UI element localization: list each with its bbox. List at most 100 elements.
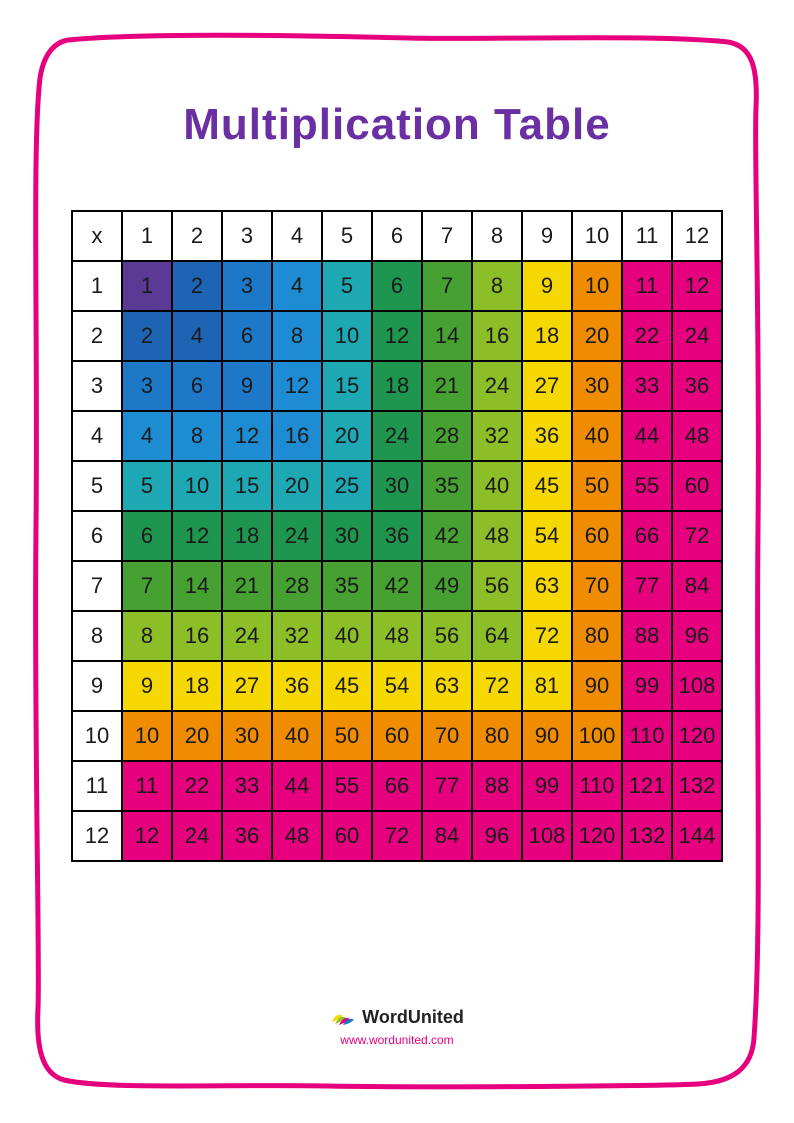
value-cell: 40 [472, 461, 522, 511]
value-cell: 20 [322, 411, 372, 461]
value-cell: 4 [172, 311, 222, 361]
value-cell: 35 [322, 561, 372, 611]
value-cell: 18 [172, 661, 222, 711]
value-cell: 36 [372, 511, 422, 561]
value-cell: 8 [472, 261, 522, 311]
page-title: Multiplication Table [183, 100, 610, 150]
value-cell: 33 [622, 361, 672, 411]
value-cell: 4 [272, 261, 322, 311]
value-cell: 120 [572, 811, 622, 861]
value-cell: 24 [672, 311, 722, 361]
value-cell: 15 [222, 461, 272, 511]
header-cell: 2 [72, 311, 122, 361]
value-cell: 9 [222, 361, 272, 411]
value-cell: 25 [322, 461, 372, 511]
value-cell: 132 [672, 761, 722, 811]
value-cell: 48 [672, 411, 722, 461]
value-cell: 72 [522, 611, 572, 661]
value-cell: 66 [622, 511, 672, 561]
value-cell: 90 [572, 661, 622, 711]
value-cell: 80 [472, 711, 522, 761]
value-cell: 99 [622, 661, 672, 711]
value-cell: 8 [272, 311, 322, 361]
value-cell: 6 [372, 261, 422, 311]
value-cell: 99 [522, 761, 572, 811]
value-cell: 36 [522, 411, 572, 461]
value-cell: 12 [272, 361, 322, 411]
header-cell: 11 [622, 211, 672, 261]
value-cell: 40 [322, 611, 372, 661]
value-cell: 35 [422, 461, 472, 511]
value-cell: 63 [522, 561, 572, 611]
value-cell: 9 [522, 261, 572, 311]
value-cell: 9 [122, 661, 172, 711]
value-cell: 28 [272, 561, 322, 611]
value-cell: 36 [222, 811, 272, 861]
header-cell: 12 [72, 811, 122, 861]
header-cell: 1 [122, 211, 172, 261]
value-cell: 18 [372, 361, 422, 411]
value-cell: 15 [322, 361, 372, 411]
value-cell: 5 [122, 461, 172, 511]
value-cell: 48 [372, 611, 422, 661]
header-cell: 9 [72, 661, 122, 711]
value-cell: 24 [472, 361, 522, 411]
value-cell: 88 [622, 611, 672, 661]
value-cell: 16 [172, 611, 222, 661]
brand-url: www.wordunited.com [60, 1033, 734, 1047]
value-cell: 54 [372, 661, 422, 711]
value-cell: 4 [122, 411, 172, 461]
value-cell: 120 [672, 711, 722, 761]
value-cell: 42 [422, 511, 472, 561]
header-cell: 1 [72, 261, 122, 311]
value-cell: 60 [672, 461, 722, 511]
value-cell: 8 [172, 411, 222, 461]
footer: WordUnited www.wordunited.com [60, 1007, 734, 1048]
value-cell: 2 [172, 261, 222, 311]
header-cell: 4 [72, 411, 122, 461]
multiplication-grid: x123456789101112112345678910111222468101… [71, 210, 723, 862]
value-cell: 121 [622, 761, 672, 811]
value-cell: 70 [572, 561, 622, 611]
value-cell: 45 [522, 461, 572, 511]
value-cell: 48 [272, 811, 322, 861]
value-cell: 64 [472, 611, 522, 661]
value-cell: 18 [522, 311, 572, 361]
value-cell: 84 [672, 561, 722, 611]
header-cell: 5 [72, 461, 122, 511]
value-cell: 28 [422, 411, 472, 461]
value-cell: 60 [372, 711, 422, 761]
value-cell: 16 [272, 411, 322, 461]
value-cell: 14 [422, 311, 472, 361]
value-cell: 80 [572, 611, 622, 661]
value-cell: 20 [172, 711, 222, 761]
value-cell: 63 [422, 661, 472, 711]
value-cell: 24 [372, 411, 422, 461]
header-cell: 7 [72, 561, 122, 611]
value-cell: 108 [522, 811, 572, 861]
header-cell: x [72, 211, 122, 261]
value-cell: 45 [322, 661, 372, 711]
brand-logo-icon [330, 1008, 356, 1026]
value-cell: 60 [322, 811, 372, 861]
value-cell: 55 [622, 461, 672, 511]
header-cell: 8 [72, 611, 122, 661]
value-cell: 90 [522, 711, 572, 761]
value-cell: 21 [422, 361, 472, 411]
value-cell: 54 [522, 511, 572, 561]
value-cell: 88 [472, 761, 522, 811]
value-cell: 40 [272, 711, 322, 761]
value-cell: 6 [172, 361, 222, 411]
value-cell: 50 [322, 711, 372, 761]
value-cell: 6 [222, 311, 272, 361]
value-cell: 84 [422, 811, 472, 861]
value-cell: 18 [222, 511, 272, 561]
brand-name: WordUnited [362, 1007, 464, 1028]
header-cell: 6 [72, 511, 122, 561]
value-cell: 30 [372, 461, 422, 511]
value-cell: 12 [172, 511, 222, 561]
value-cell: 7 [122, 561, 172, 611]
value-cell: 24 [272, 511, 322, 561]
value-cell: 21 [222, 561, 272, 611]
value-cell: 16 [472, 311, 522, 361]
